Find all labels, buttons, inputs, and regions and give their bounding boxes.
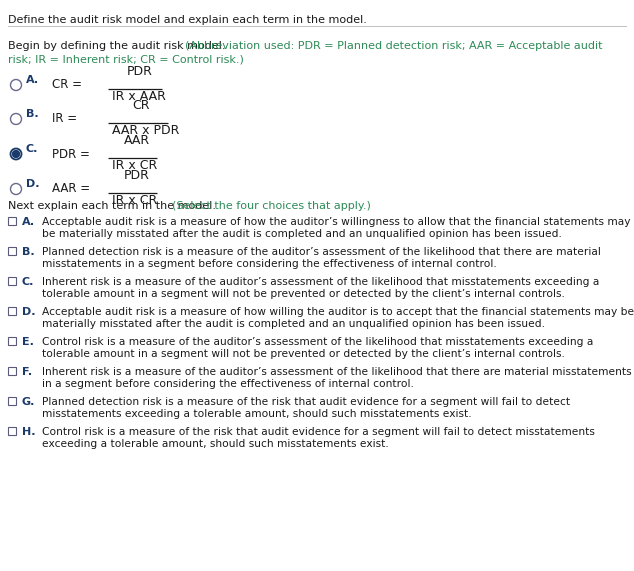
Text: Inherent risk is a measure of the auditor’s assessment of the likelihood that mi: Inherent risk is a measure of the audito…: [42, 277, 599, 287]
Text: G.: G.: [22, 397, 36, 407]
Text: PDR: PDR: [124, 169, 150, 182]
Text: be materially misstated after the audit is completed and an unqualified opinion : be materially misstated after the audit …: [42, 229, 562, 239]
Text: risk; IR = Inherent risk; CR = Control risk.): risk; IR = Inherent risk; CR = Control r…: [8, 54, 244, 64]
Text: Planned detection risk is a measure of the risk that audit evidence for a segmen: Planned detection risk is a measure of t…: [42, 397, 570, 407]
Text: AAR: AAR: [124, 134, 150, 147]
Text: tolerable amount in a segment will not be prevented or detected by the client’s : tolerable amount in a segment will not b…: [42, 289, 565, 299]
Bar: [8, 277, 16, 285]
Text: PDR =: PDR =: [52, 147, 90, 160]
Text: IR x CR: IR x CR: [112, 194, 157, 207]
Text: Begin by defining the audit risk model.: Begin by defining the audit risk model.: [8, 41, 229, 51]
Text: CR =: CR =: [52, 78, 82, 91]
Bar: [8, 217, 16, 225]
Text: F.: F.: [22, 367, 32, 377]
Text: misstatements exceeding a tolerable amount, should such misstatements exist.: misstatements exceeding a tolerable amou…: [42, 409, 472, 419]
Text: D.: D.: [26, 179, 39, 189]
Text: C.: C.: [22, 277, 34, 287]
Text: Acceptable audit risk is a measure of how the auditor’s willingness to allow tha: Acceptable audit risk is a measure of ho…: [42, 217, 630, 227]
Text: exceeding a tolerable amount, should such misstatements exist.: exceeding a tolerable amount, should suc…: [42, 439, 389, 449]
Text: AAR =: AAR =: [52, 183, 90, 195]
Text: A.: A.: [26, 75, 39, 85]
Text: AAR x PDR: AAR x PDR: [112, 124, 179, 137]
Text: C.: C.: [26, 144, 39, 154]
Bar: [8, 307, 16, 315]
Text: Inherent risk is a measure of the auditor’s assessment of the likelihood that th: Inherent risk is a measure of the audito…: [42, 367, 631, 377]
Bar: [8, 247, 16, 255]
Text: in a segment before considering the effectiveness of internal control.: in a segment before considering the effe…: [42, 379, 414, 389]
Text: Control risk is a measure of the auditor’s assessment of the likelihood that mis: Control risk is a measure of the auditor…: [42, 337, 593, 347]
Text: IR =: IR =: [52, 112, 77, 126]
Text: A.: A.: [22, 217, 35, 227]
Circle shape: [13, 151, 20, 158]
Text: B.: B.: [26, 109, 39, 119]
Bar: [8, 397, 16, 405]
Text: Acceptable audit risk is a measure of how willing the auditor is to accept that : Acceptable audit risk is a measure of ho…: [42, 307, 634, 317]
Text: IR x CR: IR x CR: [112, 159, 157, 172]
Text: H.: H.: [22, 427, 36, 437]
Text: materially misstated after the audit is completed and an unqualified opinion has: materially misstated after the audit is …: [42, 319, 545, 329]
Text: Define the audit risk model and explain each term in the model.: Define the audit risk model and explain …: [8, 15, 367, 25]
Text: (Abbreviation used: PDR = Planned detection risk; AAR = Acceptable audit: (Abbreviation used: PDR = Planned detect…: [184, 41, 602, 51]
Text: Next explain each term in the model.: Next explain each term in the model.: [8, 201, 219, 211]
Text: D.: D.: [22, 307, 36, 317]
Text: E.: E.: [22, 337, 34, 347]
Text: misstatements in a segment before considering the effectiveness of internal cont: misstatements in a segment before consid…: [42, 259, 497, 269]
Text: PDR: PDR: [127, 65, 152, 78]
Text: IR x AAR: IR x AAR: [112, 90, 166, 103]
Text: CR: CR: [133, 99, 150, 112]
Text: Planned detection risk is a measure of the auditor’s assessment of the likelihoo: Planned detection risk is a measure of t…: [42, 247, 601, 257]
Bar: [8, 367, 16, 375]
Bar: [8, 427, 16, 435]
Text: Control risk is a measure of the risk that audit evidence for a segment will fai: Control risk is a measure of the risk th…: [42, 427, 595, 437]
Text: (Select the four choices that apply.): (Select the four choices that apply.): [172, 201, 370, 211]
Text: tolerable amount in a segment will not be prevented or detected by the client’s : tolerable amount in a segment will not b…: [42, 349, 565, 359]
Bar: [8, 337, 16, 345]
Text: B.: B.: [22, 247, 35, 257]
